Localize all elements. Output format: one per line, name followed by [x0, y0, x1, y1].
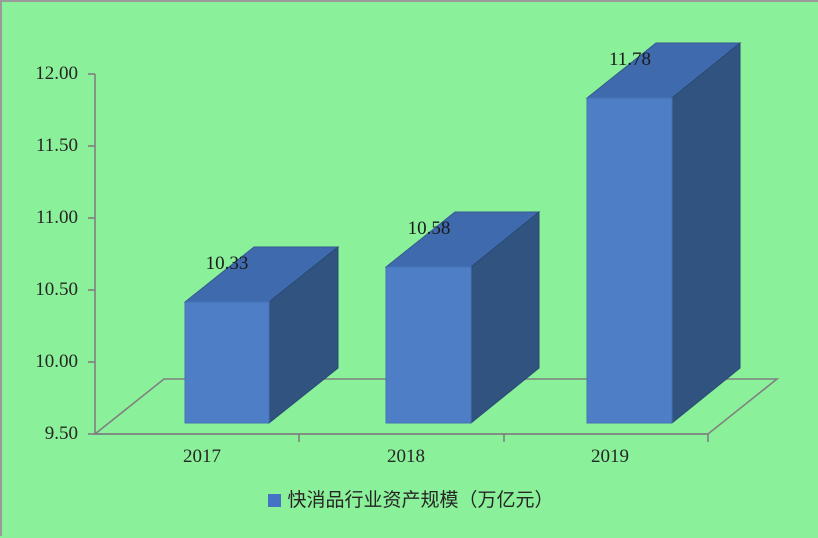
bar-2017[interactable]	[183, 245, 340, 425]
y-axis	[88, 73, 102, 435]
bar-2019[interactable]	[585, 41, 742, 425]
y-tick-label-1150: 11.50	[35, 135, 78, 156]
x-category-label-2019: 2019	[591, 446, 629, 467]
bar-side-face	[671, 41, 741, 425]
y-tick-label-12: 12.00	[35, 63, 78, 84]
bar-value-label-2018: 10.58	[407, 218, 451, 239]
y-tick-label-1050: 10.50	[35, 279, 78, 300]
bar-front-face	[184, 301, 270, 424]
y-tick-label-10: 10.00	[35, 351, 78, 372]
bar-2018[interactable]	[384, 210, 541, 425]
bar-front-face	[586, 97, 673, 424]
legend-label: 快消品行业资产规模（万亿元）	[287, 489, 554, 511]
y-tick-label-11: 11.00	[35, 207, 78, 228]
legend-swatch-icon	[268, 494, 282, 507]
x-axis	[95, 433, 709, 442]
bar-value-label-2019: 11.78	[608, 49, 652, 70]
chart-legend: 快消品行业资产规模（万亿元）	[2, 491, 818, 510]
y-tick-label-950: 9.50	[44, 423, 78, 444]
bar-value-label-2017: 10.33	[205, 253, 249, 274]
x-category-label-2018: 2018	[387, 446, 425, 467]
bar-front-face	[385, 266, 472, 424]
x-category-label-2017: 2017	[183, 446, 221, 467]
